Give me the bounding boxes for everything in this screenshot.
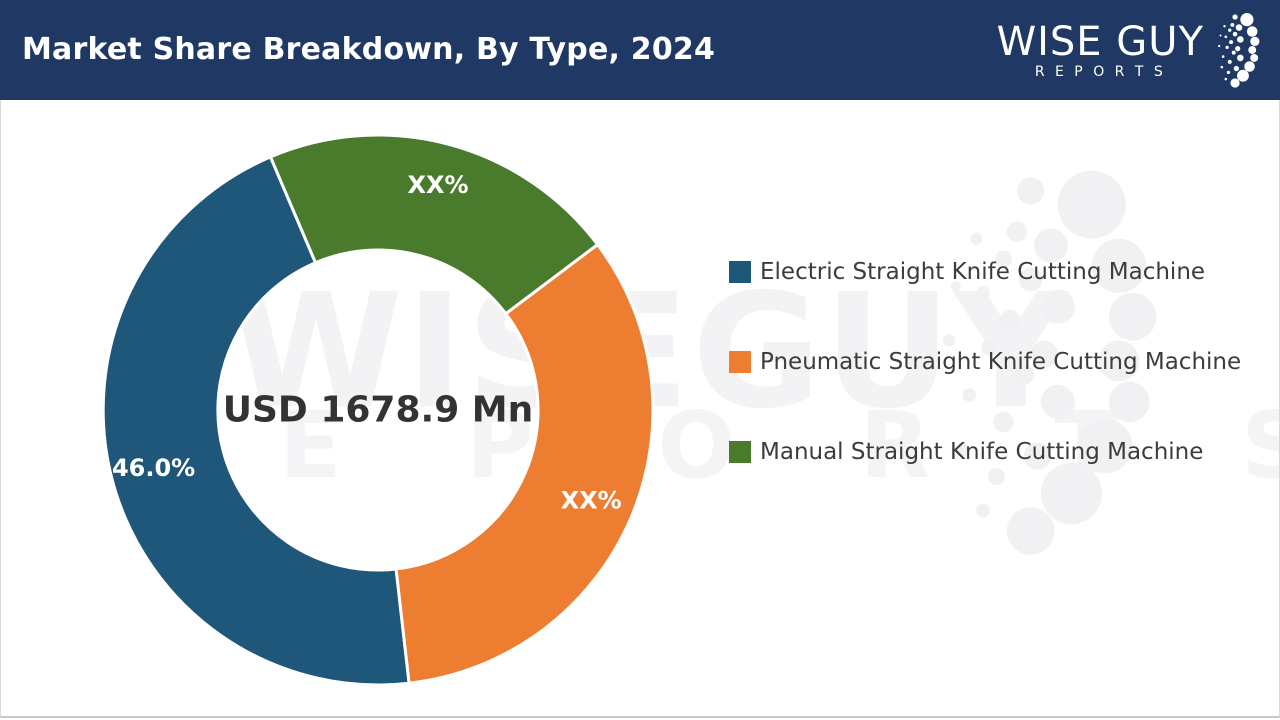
legend-swatch-electric [729,261,751,283]
legend-swatch-pneumatic [729,351,751,373]
logo-wordmark: WISE GUY [996,19,1204,65]
donut-chart: 46.0% XX% XX% [101,133,655,687]
watermark-face-icon [942,170,1157,555]
donut-slice-manual [269,133,600,316]
donut-center-value: USD 1678.9 Mn [222,389,534,431]
legend: Electric Straight Knife Cutting Machine … [729,255,1241,525]
slice-label-manual: XX% [407,171,468,199]
wiseguy-logo: WISE GUY R E P O R T S [997,4,1272,96]
logo-subtitle: R E P O R T S [1034,64,1166,80]
wiseguy-logo-text: WISE GUY R E P O R T S [997,20,1204,80]
legend-item-pneumatic: Pneumatic Straight Knife Cutting Machine [729,345,1241,379]
legend-label: Manual Straight Knife Cutting Machine [760,439,1204,465]
legend-label: Electric Straight Knife Cutting Machine [760,259,1206,285]
slice-label-pneumatic: XX% [561,487,622,515]
donut-slice-pneumatic [394,243,655,685]
legend-item-manual: Manual Straight Knife Cutting Machine [729,435,1241,469]
donut-slice-electric [101,155,411,687]
header: Market Share Breakdown, By Type, 2024 WI… [0,0,1280,100]
wiseguy-face-logo-icon [1218,13,1260,88]
chart-area: WISEGUY E P O R T S 46.0% XX% XX% USD 1678… [0,100,1280,718]
legend-swatch-manual [729,441,751,463]
legend-item-electric: Electric Straight Knife Cutting Machine [729,255,1241,289]
page-title: Market Share Breakdown, By Type, 2024 [22,32,716,67]
legend-label: Pneumatic Straight Knife Cutting Machine [760,349,1242,375]
slice-label-electric: 46.0% [112,454,195,482]
